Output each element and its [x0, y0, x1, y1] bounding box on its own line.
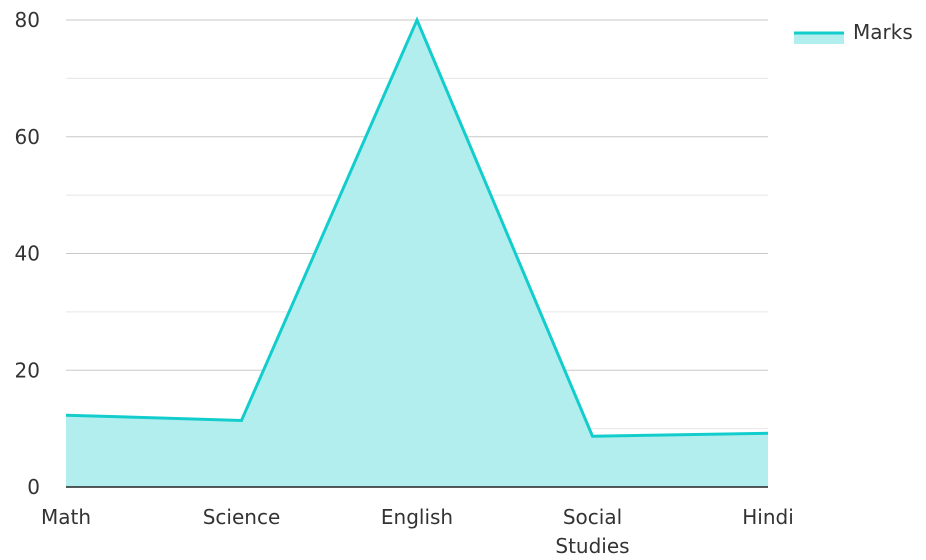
x-tick-label: English [381, 505, 453, 529]
legend-label: Marks [853, 20, 913, 44]
y-tick-label: 80 [15, 8, 40, 32]
x-tick-label: Social Studies [555, 505, 629, 558]
legend-swatch-fill [794, 33, 844, 44]
x-tick-label-line: Science [203, 505, 281, 529]
x-tick-label-line: Hindi [742, 505, 794, 529]
x-tick-label: Hindi [742, 505, 794, 529]
legend[interactable]: Marks [794, 20, 913, 44]
x-tick-label-line: Studies [555, 534, 629, 558]
plot-area [65, 16, 769, 487]
x-tick-label: Science [203, 505, 281, 529]
series-line-marks [65, 16, 769, 438]
x-axis-tick-labels: Math Science English Social Studies Hindi [41, 505, 794, 558]
x-tick-label: Math [41, 505, 91, 529]
y-tick-label: 0 [27, 475, 40, 499]
x-tick-label-line: Math [41, 505, 91, 529]
legend-item-marks[interactable]: Marks [794, 20, 913, 44]
series-area-marks [66, 20, 768, 487]
x-tick-label-line: Social [563, 505, 622, 529]
y-tick-label: 60 [15, 125, 40, 149]
y-tick-label: 20 [15, 358, 40, 382]
x-tick-label-line: English [381, 505, 453, 529]
y-axis-tick-labels: 0 20 40 60 80 [15, 8, 40, 499]
y-tick-label: 40 [15, 242, 40, 266]
